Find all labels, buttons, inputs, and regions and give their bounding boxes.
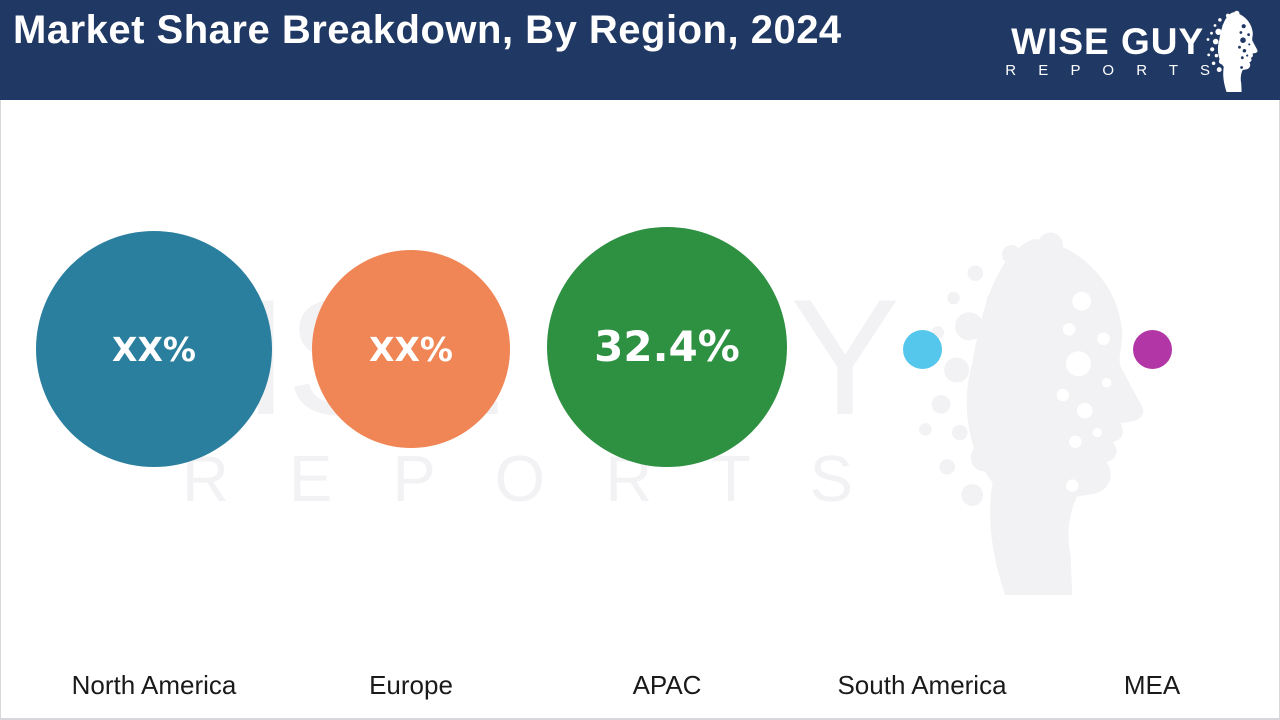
brand-reports-label: R E P O R T S [1005, 61, 1219, 79]
bubble-mea [1133, 330, 1172, 369]
brand-logo: WISE GUY R E P O R T S [1005, 8, 1264, 92]
category-label-europe: Europe [369, 670, 453, 700]
page-title: Market Share Breakdown, By Region, 2024 [13, 8, 842, 52]
category-label-apac: APAC [632, 670, 702, 700]
bubble-value-north-america: XX% [112, 329, 196, 369]
watermark-reports: R E P O R T S [182, 442, 875, 515]
brand-wordmark: WISE GUY [1011, 20, 1205, 62]
brand-logo-text: WISE GUY R E P O R T S [1005, 23, 1210, 78]
brand-face-icon [1206, 10, 1258, 92]
watermark-face-icon [916, 232, 1144, 595]
category-label-north-america: North America [71, 670, 237, 700]
category-label-south-america: South America [837, 670, 1007, 700]
category-label-mea: MEA [1123, 670, 1181, 700]
header-bar: Market Share Breakdown, By Region, 2024 … [0, 0, 1280, 100]
bubble-value-europe: XX% [369, 329, 453, 369]
bubble-value-apac: 32.4% [594, 322, 740, 371]
bubble-north-america: XX% [36, 231, 272, 467]
bubble-europe: XX% [312, 250, 510, 448]
chart-area: WISE GUY R E P O R T S XX% XX% 32.4% Nor… [0, 100, 1280, 720]
bubble-south-america [903, 330, 942, 369]
bubble-apac: 32.4% [547, 227, 787, 467]
